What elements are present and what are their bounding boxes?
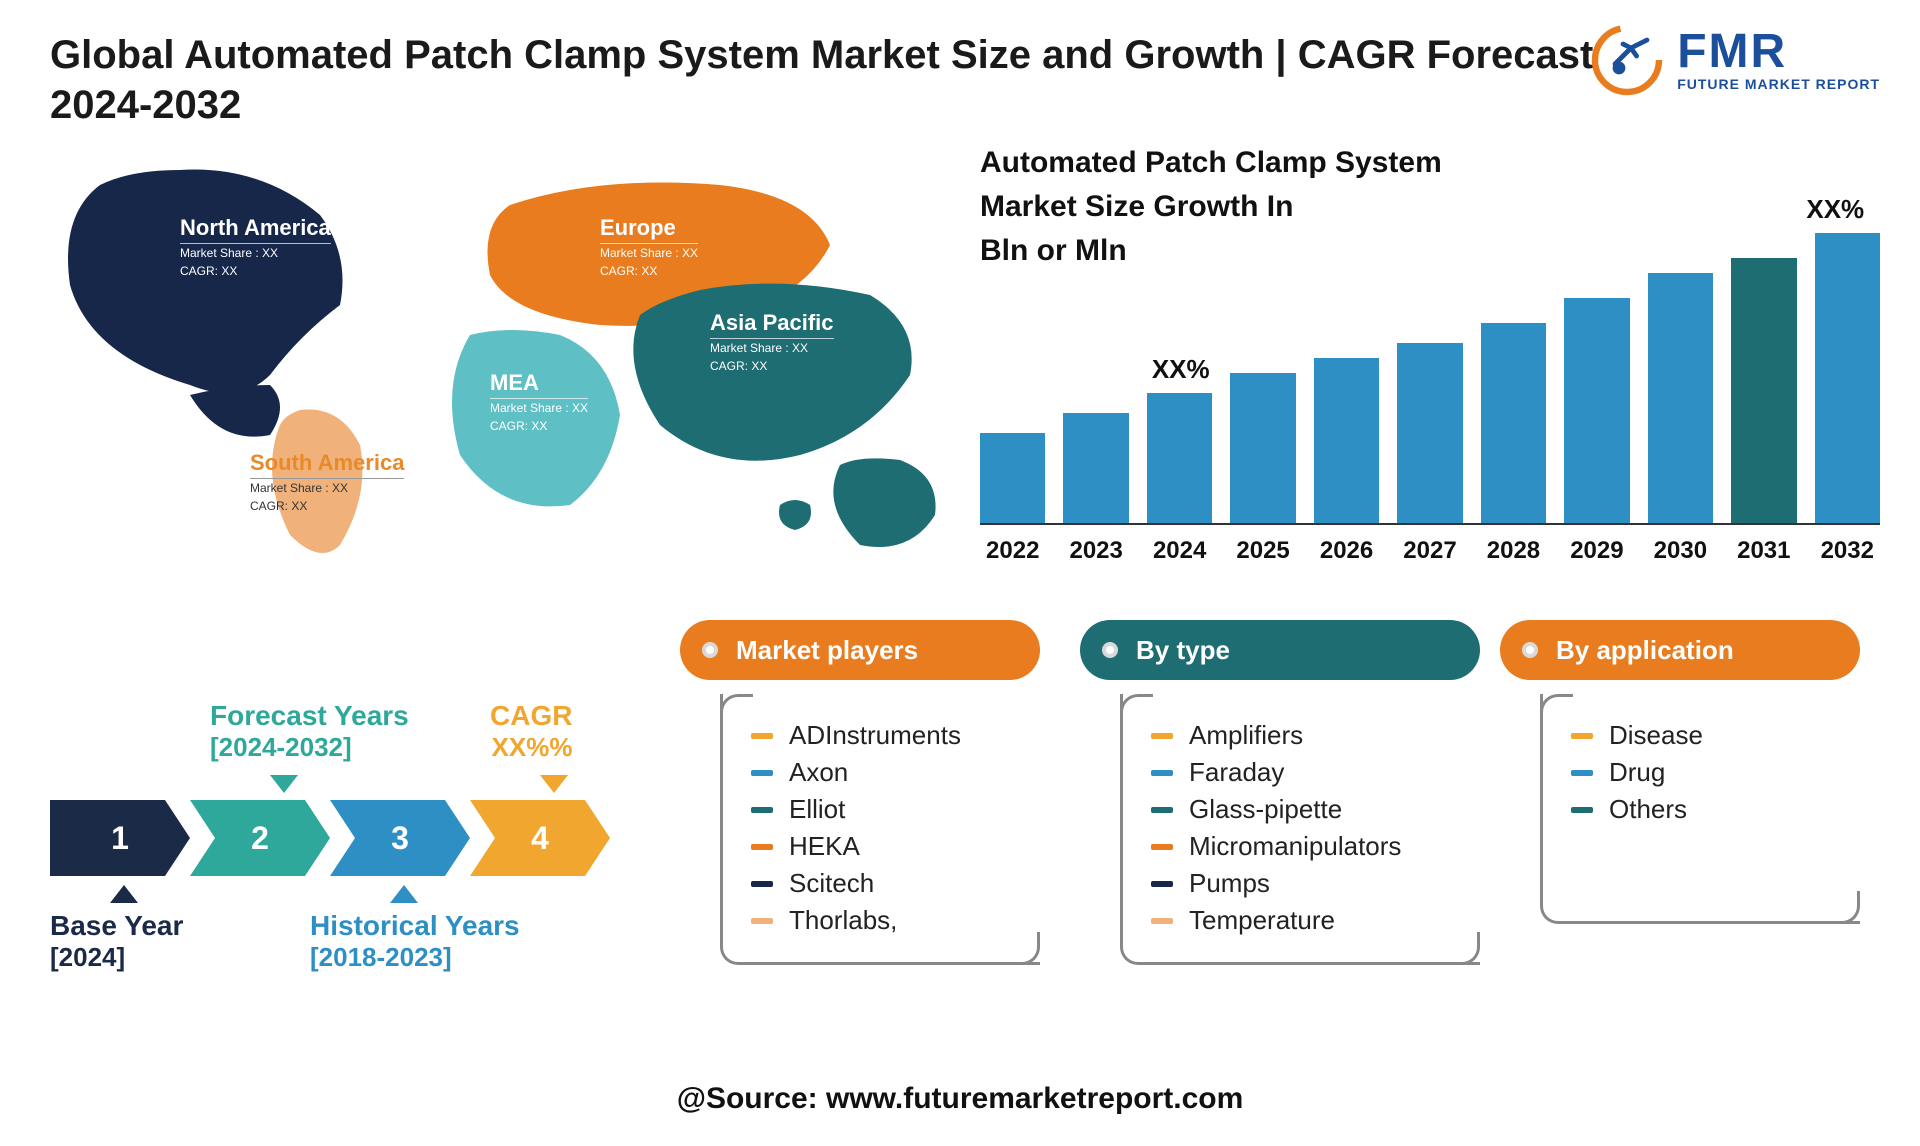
xlabel-2030: 2030 [1648, 537, 1713, 565]
bar-2029 [1564, 298, 1629, 523]
logo-subtitle: FUTURE MARKET REPORT [1677, 76, 1880, 92]
timeline-step-4: 4 [470, 800, 610, 876]
label-base: Base Year [2024] [50, 910, 183, 973]
xlabel-2027: 2027 [1397, 537, 1462, 565]
list-item: Others [1571, 794, 1850, 825]
chart-title-l1: Automated Patch Clamp System [980, 145, 1880, 181]
list-item: Glass-pipette [1151, 794, 1470, 825]
pointer-base [110, 885, 138, 903]
bar-2025 [1230, 373, 1295, 523]
pointer-historical [390, 885, 418, 903]
page-title: Global Automated Patch Clamp System Mark… [50, 30, 1600, 130]
xlabel-2031: 2031 [1731, 537, 1796, 565]
map-label-sa: South America Market Share : XX CAGR: XX [250, 450, 404, 513]
list-item: Disease [1571, 720, 1850, 751]
list-item: Faraday [1151, 757, 1470, 788]
logo-icon [1587, 20, 1667, 100]
label-forecast: Forecast Years [2024-2032] [210, 700, 409, 763]
xlabel-2022: 2022 [980, 537, 1045, 565]
list-by-type: Amplifiers Faraday Glass-pipette Micromanip… [1120, 694, 1480, 965]
bar-2032 [1815, 233, 1880, 523]
list-item: ADInstruments [751, 720, 1030, 751]
xlabel-2026: 2026 [1314, 537, 1379, 565]
col-by-application: By application Disease Drug Others [1500, 620, 1860, 924]
map-label-ap: Asia Pacific Market Share : XX CAGR: XX [710, 310, 834, 373]
tick-icon [1571, 733, 1593, 739]
bar-2024 [1147, 393, 1212, 523]
pill-by-type: By type [1080, 620, 1480, 680]
world-map: North America Market Share : XX CAGR: XX… [40, 145, 960, 565]
timeline-step-3: 3 [330, 800, 470, 876]
bar-2022 [980, 433, 1045, 523]
pill-market-players: Market players [680, 620, 1040, 680]
growth-bar-chart: Automated Patch Clamp System Market Size… [980, 145, 1880, 565]
map-label-na: North America Market Share : XX CAGR: XX [180, 215, 331, 278]
tick-icon [1151, 844, 1173, 850]
bar-2031 [1731, 258, 1796, 523]
list-item: HEKA [751, 831, 1030, 862]
list-item: Scitech [751, 868, 1030, 899]
tick-icon [1571, 770, 1593, 776]
bar-2028 [1481, 323, 1546, 523]
tick-icon [1151, 733, 1173, 739]
tick-icon [1151, 770, 1173, 776]
bar-2027 [1397, 343, 1462, 523]
xlabel-2032: 2032 [1815, 537, 1880, 565]
timeline-legend: Forecast Years [2024-2032] CAGR XX%% 123… [50, 700, 650, 1000]
xlabel-2029: 2029 [1564, 537, 1629, 565]
pill-by-application: By application [1500, 620, 1860, 680]
tick-icon [751, 918, 773, 924]
tick-icon [1151, 881, 1173, 887]
list-item: Drug [1571, 757, 1850, 788]
list-item: Thorlabs, [751, 905, 1030, 936]
pointer-forecast [270, 775, 298, 793]
tick-icon [1151, 807, 1173, 813]
callout-2024: XX% [1152, 354, 1210, 385]
xlabel-2025: 2025 [1230, 537, 1295, 565]
tick-icon [751, 733, 773, 739]
bar-2023 [1063, 413, 1128, 523]
col-market-players: Market players ADInstruments Axon Elliot HE… [680, 620, 1040, 965]
pointer-cagr [540, 775, 568, 793]
list-item: Temperature [1151, 905, 1470, 936]
tick-icon [751, 881, 773, 887]
list-market-players: ADInstruments Axon Elliot HEKA Scitech Thorla… [720, 694, 1040, 965]
callout-2032: XX% [1806, 194, 1864, 225]
list-by-application: Disease Drug Others [1540, 694, 1860, 924]
label-historical: Historical Years [2018-2023] [310, 910, 520, 973]
list-item: Elliot [751, 794, 1030, 825]
xlabel-2024: 2024 [1147, 537, 1212, 565]
list-item: Pumps [1151, 868, 1470, 899]
xlabel-2023: 2023 [1063, 537, 1128, 565]
timeline-step-2: 2 [190, 800, 330, 876]
bar-2030 [1648, 273, 1713, 523]
map-label-mea: MEA Market Share : XX CAGR: XX [490, 370, 588, 433]
label-cagr: CAGR XX%% [490, 700, 572, 763]
xlabel-2028: 2028 [1481, 537, 1546, 565]
bullet-icon [1102, 642, 1118, 658]
logo-abbr: FMR [1677, 28, 1880, 76]
map-label-eu: Europe Market Share : XX CAGR: XX [600, 215, 698, 278]
region-north-america [68, 170, 343, 437]
tick-icon [751, 770, 773, 776]
tick-icon [1571, 807, 1593, 813]
chart-title-l2: Market Size Growth In [980, 189, 1880, 225]
tick-icon [751, 844, 773, 850]
list-item: Amplifiers [1151, 720, 1470, 751]
source-attribution: @Source: www.futuremarketreport.com [0, 1082, 1920, 1116]
list-item: Axon [751, 757, 1030, 788]
list-item: Micromanipulators [1151, 831, 1470, 862]
bar-2026 [1314, 358, 1379, 523]
col-by-type: By type Amplifiers Faraday Glass-pipette Mi… [1080, 620, 1480, 965]
bullet-icon [1522, 642, 1538, 658]
bullet-icon [702, 642, 718, 658]
brand-logo: FMR FUTURE MARKET REPORT [1587, 20, 1880, 100]
tick-icon [1151, 918, 1173, 924]
tick-icon [751, 807, 773, 813]
timeline-step-1: 1 [50, 800, 190, 876]
